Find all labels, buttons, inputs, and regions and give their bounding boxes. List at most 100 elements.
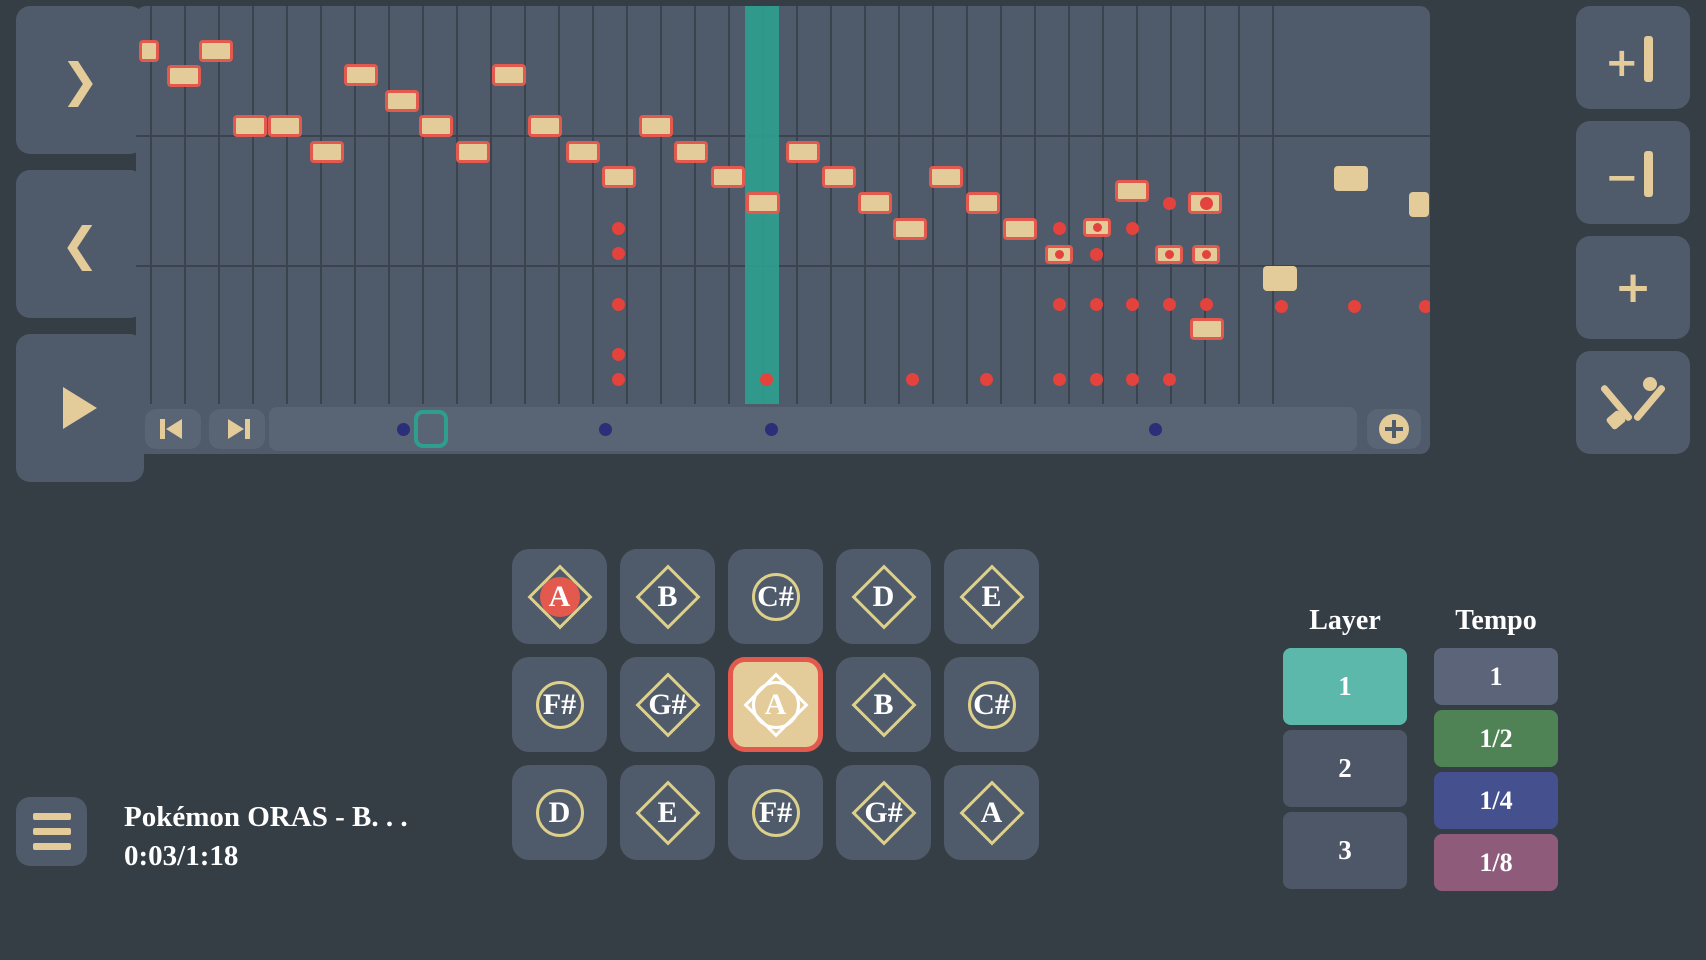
grid-note[interactable] bbox=[1409, 192, 1429, 217]
skip-to-end-button[interactable] bbox=[209, 409, 265, 449]
note-key-b-1-3[interactable]: B bbox=[836, 657, 931, 752]
tempo-option-1-4[interactable]: 1/4 bbox=[1434, 772, 1558, 829]
note-key-csharp-1-4[interactable]: C# bbox=[944, 657, 1039, 752]
grid-accent-dot[interactable] bbox=[1275, 300, 1288, 313]
grid-note[interactable] bbox=[419, 115, 453, 137]
grid-note[interactable] bbox=[1115, 180, 1149, 202]
grid-note[interactable] bbox=[893, 218, 927, 240]
grid-accent-dot[interactable] bbox=[1163, 298, 1176, 311]
note-key-b-0-1[interactable]: B bbox=[620, 549, 715, 644]
grid-accent-dot[interactable] bbox=[1090, 373, 1103, 386]
grid-note[interactable] bbox=[385, 90, 419, 112]
timeline-cursor[interactable] bbox=[414, 410, 448, 448]
grid-note[interactable] bbox=[344, 64, 378, 86]
grid-accent-dot[interactable] bbox=[612, 222, 625, 235]
grid-accent-dot[interactable] bbox=[612, 348, 625, 361]
grid-accent-dot[interactable] bbox=[980, 373, 993, 386]
timeline-track[interactable] bbox=[269, 407, 1357, 451]
grid-accent-dot[interactable] bbox=[612, 247, 625, 260]
note-key-a-0-0[interactable]: A bbox=[512, 549, 607, 644]
grid-note[interactable] bbox=[929, 166, 963, 188]
note-key-e-0-4[interactable]: E bbox=[944, 549, 1039, 644]
tempo-option-1-8[interactable]: 1/8 bbox=[1434, 834, 1558, 891]
grid-note[interactable] bbox=[966, 192, 1000, 214]
grid-note[interactable] bbox=[456, 141, 490, 163]
menu-button[interactable] bbox=[16, 797, 87, 866]
note-key-d-2-0[interactable]: D bbox=[512, 765, 607, 860]
add-section-button[interactable] bbox=[1367, 409, 1421, 449]
note-key-csharp-0-2[interactable]: C# bbox=[728, 549, 823, 644]
tempo-option-1-2[interactable]: 1/2 bbox=[1434, 710, 1558, 767]
grid-accent-dot[interactable] bbox=[1053, 373, 1066, 386]
layer-option-2[interactable]: 2 bbox=[1283, 730, 1407, 807]
grid-accent-dot[interactable] bbox=[1090, 298, 1103, 311]
grid-note-accent[interactable] bbox=[1192, 245, 1220, 264]
grid-accent-dot[interactable] bbox=[1163, 197, 1176, 210]
grid-note[interactable] bbox=[639, 115, 673, 137]
note-key-e-2-1[interactable]: E bbox=[620, 765, 715, 860]
grid-accent-dot[interactable] bbox=[1090, 248, 1103, 261]
note-key-a-1-2[interactable]: A bbox=[728, 657, 823, 752]
layer-option-3[interactable]: 3 bbox=[1283, 812, 1407, 889]
grid-note-accent[interactable] bbox=[1045, 245, 1073, 264]
note-key-a-2-4[interactable]: A bbox=[944, 765, 1039, 860]
note-key-gsharp-1-1[interactable]: G# bbox=[620, 657, 715, 752]
grid-accent-dot[interactable] bbox=[612, 298, 625, 311]
grid-note[interactable] bbox=[1003, 218, 1037, 240]
timeline-marker[interactable] bbox=[599, 423, 612, 436]
grid-note[interactable] bbox=[746, 192, 780, 214]
grid-accent-dot[interactable] bbox=[1200, 197, 1213, 210]
add-button[interactable]: + bbox=[1576, 236, 1690, 339]
grid-note[interactable] bbox=[1190, 318, 1224, 340]
grid-accent-dot[interactable] bbox=[1126, 222, 1139, 235]
grid-accent-dot[interactable] bbox=[906, 373, 919, 386]
grid-note-accent[interactable] bbox=[1083, 218, 1111, 237]
grid-note[interactable] bbox=[528, 115, 562, 137]
scroll-left-button[interactable]: ❮ bbox=[16, 170, 144, 318]
scroll-right-button[interactable]: ❯ bbox=[16, 6, 144, 154]
note-key-gsharp-2-3[interactable]: G# bbox=[836, 765, 931, 860]
grid-accent-dot[interactable] bbox=[612, 373, 625, 386]
grid-note[interactable] bbox=[786, 141, 820, 163]
timeline-marker[interactable] bbox=[1149, 423, 1162, 436]
grid-note[interactable] bbox=[858, 192, 892, 214]
grid-note[interactable] bbox=[310, 141, 344, 163]
layer-option-1[interactable]: 1 bbox=[1283, 648, 1407, 725]
grid-note[interactable] bbox=[139, 40, 159, 62]
grid-accent-dot[interactable] bbox=[1163, 373, 1176, 386]
note-grid[interactable] bbox=[136, 6, 1430, 404]
tempo-option-1[interactable]: 1 bbox=[1434, 648, 1558, 705]
grid-accent-dot[interactable] bbox=[1348, 300, 1361, 313]
grid-note[interactable] bbox=[1263, 266, 1297, 291]
grid-note-accent[interactable] bbox=[1155, 245, 1183, 264]
grid-accent-dot[interactable] bbox=[1419, 300, 1430, 313]
grid-accent-dot[interactable] bbox=[1053, 298, 1066, 311]
note-key-fsharp-1-0[interactable]: F# bbox=[512, 657, 607, 752]
grid-note[interactable] bbox=[674, 141, 708, 163]
grid-accent-dot[interactable] bbox=[760, 373, 773, 386]
tools-button[interactable] bbox=[1576, 351, 1690, 454]
play-button[interactable] bbox=[16, 334, 144, 482]
grid-accent-dot[interactable] bbox=[1126, 298, 1139, 311]
grid-note[interactable] bbox=[268, 115, 302, 137]
grid-note[interactable] bbox=[492, 64, 526, 86]
remove-bar-button[interactable]: − bbox=[1576, 121, 1690, 224]
note-grid-panel[interactable] bbox=[136, 6, 1430, 454]
timeline-marker[interactable] bbox=[765, 423, 778, 436]
grid-note[interactable] bbox=[1334, 166, 1368, 191]
grid-note[interactable] bbox=[167, 65, 201, 87]
grid-accent-dot[interactable] bbox=[1053, 222, 1066, 235]
grid-note[interactable] bbox=[711, 166, 745, 188]
grid-accent-dot[interactable] bbox=[1200, 298, 1213, 311]
grid-note[interactable] bbox=[233, 115, 267, 137]
grid-note[interactable] bbox=[566, 141, 600, 163]
grid-note[interactable] bbox=[199, 40, 233, 62]
note-key-fsharp-2-2[interactable]: F# bbox=[728, 765, 823, 860]
add-bar-button[interactable]: + bbox=[1576, 6, 1690, 109]
note-key-d-0-3[interactable]: D bbox=[836, 549, 931, 644]
grid-note[interactable] bbox=[822, 166, 856, 188]
timeline-marker[interactable] bbox=[397, 423, 410, 436]
skip-to-start-button[interactable] bbox=[145, 409, 201, 449]
grid-accent-dot[interactable] bbox=[1126, 373, 1139, 386]
grid-note[interactable] bbox=[602, 166, 636, 188]
